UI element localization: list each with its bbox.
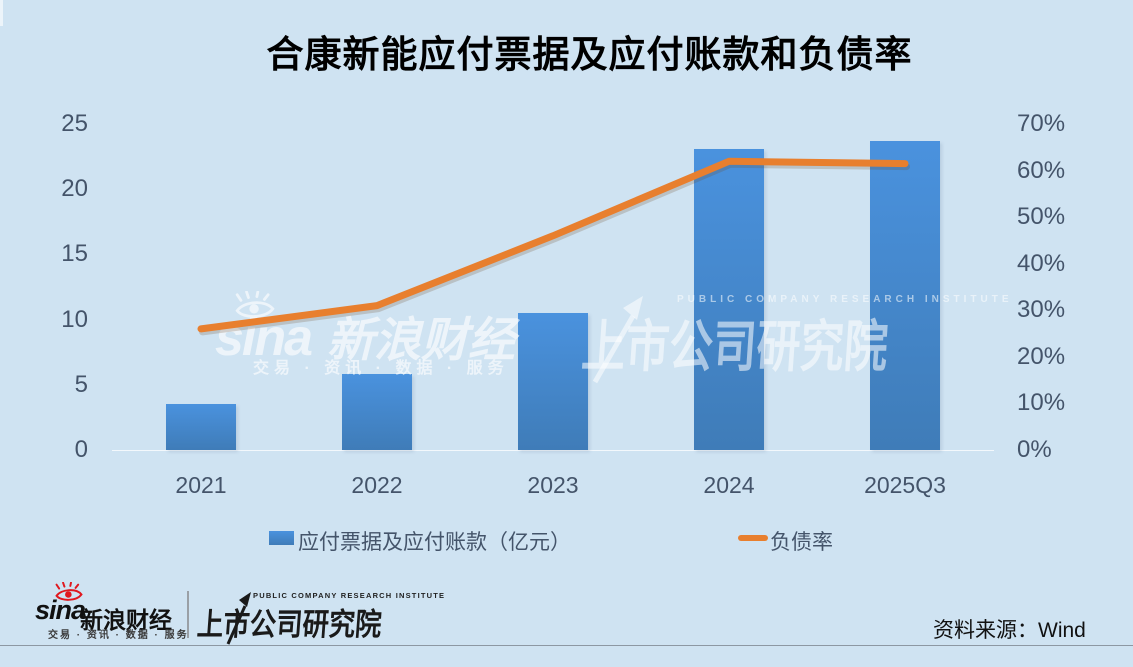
right-axis-tick-10: 10%	[1017, 389, 1066, 417]
bar-2021	[166, 404, 236, 450]
bar-2022	[342, 374, 412, 450]
right-axis-tick-20: 20%	[1017, 342, 1066, 370]
sina-watermark-cn: 新浪财经	[327, 313, 515, 366]
left-axis-tick-10: 10	[61, 305, 88, 333]
left-axis-tick-0: 0	[74, 436, 88, 463]
sina-tagline: 交易 · 资讯 · 数据 · 服务	[48, 630, 189, 641]
legend-line-swatch	[738, 535, 768, 541]
sina-watermark: sina 新浪财经 交易 · 资讯 · 数据 · 服务	[215, 290, 525, 380]
x-axis-baseline	[112, 450, 994, 451]
footer-divider	[187, 591, 189, 638]
right-axis-tick-40: 40%	[1017, 249, 1066, 277]
bar-2023	[518, 313, 588, 450]
x-axis-label-2024: 2024	[703, 472, 755, 498]
bar-2024	[694, 148, 764, 450]
right-axis-tick-70: 70%	[1017, 110, 1066, 137]
right-axis-tick-60: 60%	[1017, 156, 1066, 184]
sina-finance-logo: sina 新浪财经 交易 · 资讯 · 数据 · 服务	[35, 582, 187, 641]
right-axis-tick-30: 30%	[1017, 296, 1066, 324]
sina-finance-cn: 新浪财经	[80, 607, 172, 633]
pcri-cn-label: 上市公司研究院	[195, 607, 383, 642]
legend-bar-label: 应付票据及应付账款（亿元）	[298, 531, 571, 554]
x-axis-label-2021: 2021	[175, 472, 227, 498]
watermark-divider	[0, 0, 3, 26]
sina-wordmark: sina	[35, 595, 86, 625]
legend-line-label: 负债率	[770, 531, 833, 554]
footer-rule	[0, 645, 1133, 646]
pcri-logo: PUBLIC COMPANY RESEARCH INSTITUTE 上市公司研究…	[195, 588, 444, 645]
x-axis-label-2023: 2023	[527, 472, 579, 498]
data-source-label: 资料来源：Wind	[933, 619, 1086, 642]
sina-eye-icon	[55, 582, 83, 601]
x-axis-label-2022: 2022	[351, 472, 403, 498]
sina-eye-icon	[235, 291, 275, 318]
sina-watermark-wordmark: sina	[215, 309, 313, 367]
pcri-watermark: PUBLIC COMPANY RESEARCH INSTITUTE 上市公司研究…	[580, 288, 1015, 388]
left-axis-tick-20: 20	[61, 175, 88, 203]
left-axis-tick-25: 25	[61, 110, 88, 137]
left-axis-tick-5: 5	[74, 370, 88, 398]
bar-2025Q3	[870, 140, 940, 450]
right-axis-tick-0: 0%	[1017, 436, 1052, 463]
x-axis-label-2025Q3: 2025Q3	[864, 472, 946, 498]
pcri-en-label: PUBLIC COMPANY RESEARCH INSTITUTE	[253, 591, 446, 600]
trend-arrow-icon	[592, 296, 643, 384]
page-title: 合康新能应付票据及应付账款和负债率	[266, 34, 913, 75]
trend-arrow-icon	[226, 592, 251, 645]
right-axis-tick-50: 50%	[1017, 203, 1066, 231]
left-axis-tick-15: 15	[61, 240, 88, 268]
legend-bar-swatch	[269, 531, 294, 545]
